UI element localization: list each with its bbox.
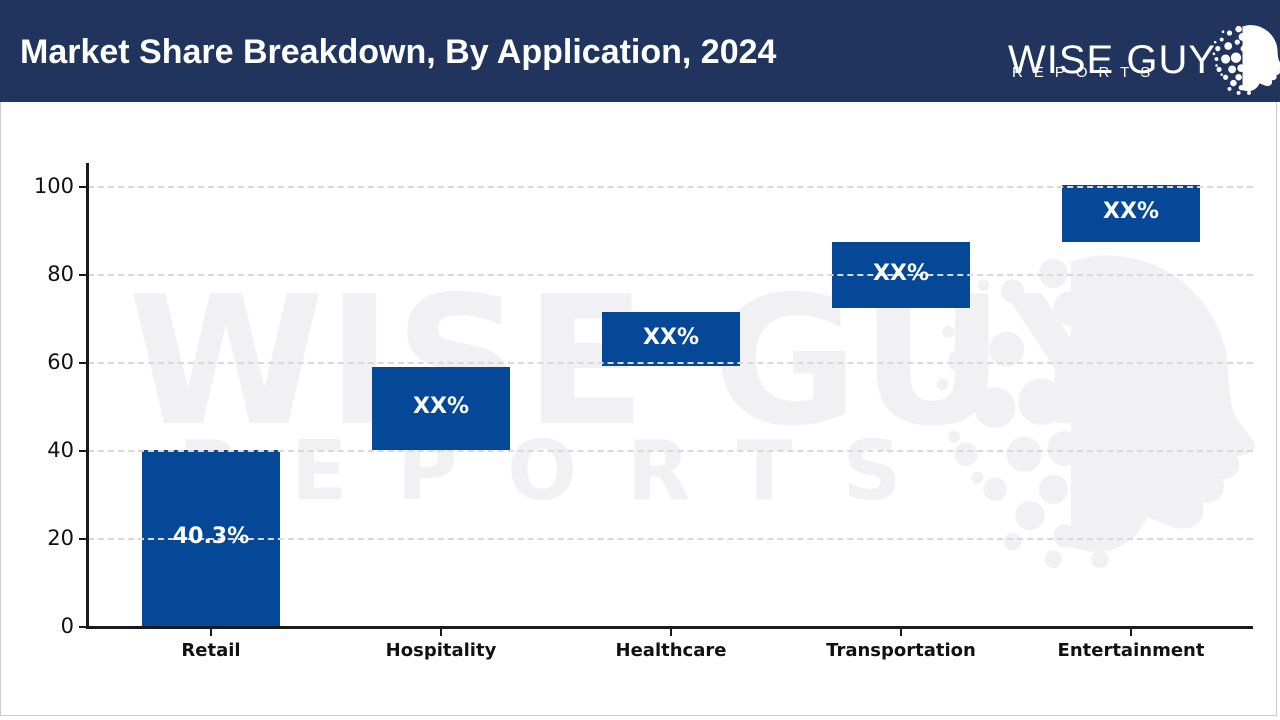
y-gridline [88, 362, 1253, 364]
y-gridline [88, 450, 1253, 452]
y-gridline [88, 274, 1253, 276]
y-tick-mark [79, 450, 88, 452]
bar-value-label: 40.3% [172, 524, 250, 550]
x-category-label: Healthcare [615, 640, 727, 661]
chart-card-frame [0, 102, 1277, 716]
brand-logo: WISE GUY REPORTS [1008, 8, 1280, 96]
x-category-label: Hospitality [385, 640, 497, 661]
bar-value-label: XX% [873, 261, 929, 287]
y-tick-label: 0 [60, 614, 74, 638]
y-tick-mark [79, 362, 88, 364]
y-gridline [88, 186, 1253, 188]
x-category-label: Entertainment [1057, 640, 1205, 661]
y-tick-mark [79, 538, 88, 540]
y-axis [86, 163, 89, 629]
y-tick-mark [79, 626, 88, 628]
y-tick-label: 20 [47, 526, 74, 550]
y-tick-label: 100 [33, 174, 74, 198]
page-title: Market Share Breakdown, By Application, … [20, 33, 777, 71]
x-tick-mark [440, 629, 442, 636]
bar [602, 311, 740, 366]
x-tick-mark [900, 629, 902, 636]
dotted-head-profile-icon [1212, 25, 1280, 95]
header: Market Share Breakdown, By Application, … [0, 0, 1280, 102]
bar-value-label: XX% [413, 394, 469, 420]
bar-value-label: XX% [643, 324, 699, 350]
y-tick-label: 80 [47, 262, 74, 286]
y-tick-mark [79, 274, 88, 276]
y-tick-label: 60 [47, 350, 74, 374]
x-category-label: Retail [181, 640, 241, 661]
bar [1062, 185, 1200, 242]
x-tick-mark [1130, 629, 1132, 636]
y-tick-mark [79, 186, 88, 188]
x-tick-mark [210, 629, 212, 636]
y-gridline [88, 538, 1253, 540]
x-axis [86, 626, 1253, 629]
x-tick-mark [670, 629, 672, 636]
x-category-label: Transportation [826, 640, 976, 661]
brand-logo-subtext: REPORTS [1012, 64, 1162, 81]
bar-value-label: XX% [1103, 199, 1159, 225]
bar [372, 366, 510, 450]
brand-logo-wordmark: WISE GUY [1008, 37, 1217, 82]
y-tick-label: 40 [47, 438, 74, 462]
